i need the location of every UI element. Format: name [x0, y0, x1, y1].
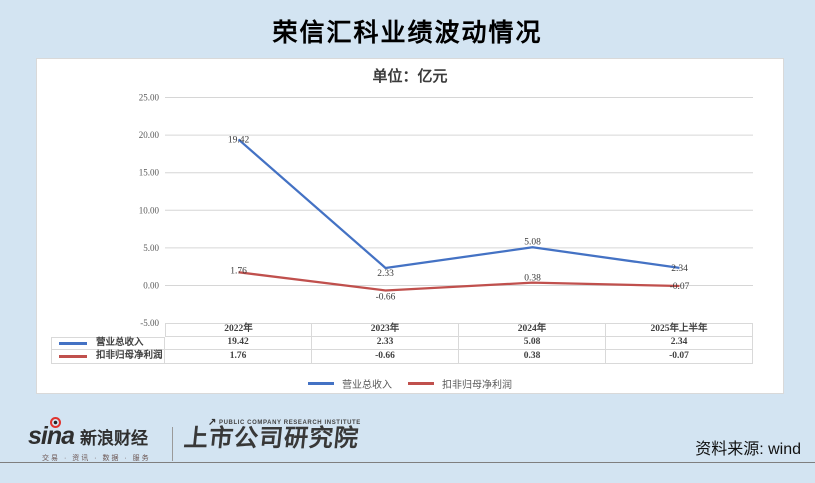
- data-label: 19.42: [228, 135, 250, 145]
- table-value-cell: -0.07: [606, 350, 753, 364]
- series-line-icon: [59, 342, 87, 345]
- legend-item: 营业总收入: [308, 376, 392, 391]
- table-value-cell: 2.34: [606, 336, 753, 350]
- chart-unit-label: 单位：亿元: [372, 69, 448, 85]
- table-row-label: 扣非归母净利润: [51, 350, 165, 364]
- table-value-cell: 5.08: [459, 336, 606, 350]
- plot-svg: 25.00 20.00 15.00 10.00 5.00 0.00 -5.00 19.42 2.…: [139, 93, 753, 328]
- sina-wordmark: sina: [28, 417, 75, 450]
- data-label: 0.38: [524, 274, 541, 284]
- footer-divider: [172, 427, 173, 461]
- data-label: 2.34: [671, 264, 688, 274]
- table-corner: [51, 323, 165, 337]
- data-label: 2.33: [377, 269, 394, 279]
- series-line-1: [238, 271, 680, 292]
- institute-caption: PUBLIC COMPANY RESEARCH INSTITUTE: [218, 420, 361, 426]
- sina-logo-row: sina 新浪财经: [28, 417, 151, 450]
- chart-container: 单位：亿元 25.00 20.00 15.00 10.00 5.00 0.00 -5.00 1…: [36, 58, 784, 394]
- table-header-cell: 2025年上半年: [606, 323, 753, 337]
- y-tick-label: 20.00: [139, 130, 160, 140]
- data-label: -0.66: [376, 292, 396, 302]
- series-name: 扣非归母净利润: [96, 350, 163, 361]
- legend-label: 扣非归母净利润: [442, 380, 512, 391]
- institute-caption-row: ↗ PUBLIC COMPANY RESEARCH INSTITUTE: [184, 417, 361, 428]
- y-tick-label: -5.00: [140, 318, 159, 328]
- arrow-up-right-icon: ↗: [208, 417, 217, 428]
- table-value-cell: 19.42: [165, 336, 312, 350]
- y-tick-label: 25.00: [139, 93, 160, 103]
- legend-item: 扣非归母净利润: [408, 376, 512, 391]
- footer-rule: [0, 462, 815, 463]
- data-table: 2022年 2023年 2024年 2025年上半年营业总收入 19.42 2.33 5.0…: [51, 323, 753, 364]
- y-tick-label: 10.00: [139, 205, 160, 215]
- series-line-icon: [59, 355, 87, 358]
- sina-logo: sina 新浪财经 交易 · 资讯 · 数据 · 服务: [28, 417, 151, 463]
- data-label: -0.07: [670, 282, 690, 292]
- sina-eye-icon: [50, 417, 62, 428]
- series-line-0: [237, 138, 680, 270]
- y-tick-label: 0.00: [143, 281, 159, 291]
- table-header-cell: 2023年: [312, 323, 459, 337]
- y-tick-label: 15.00: [139, 168, 160, 178]
- table-header-cell: 2022年: [165, 323, 312, 337]
- table-value-cell: 1.76: [165, 350, 312, 364]
- institute-name: 上市公司研究院: [182, 425, 361, 452]
- table-value-cell: -0.66: [312, 350, 459, 364]
- institute-logo: ↗ PUBLIC COMPANY RESEARCH INSTITUTE 上市公司…: [182, 417, 361, 453]
- y-tick-label: 5.00: [143, 243, 159, 253]
- page-title: 荣信汇科业绩波动情况: [272, 19, 543, 47]
- chart-legend: 营业总收入 扣非归母净利润: [37, 376, 783, 391]
- table-value-cell: 0.38: [459, 350, 606, 364]
- data-label: 1.76: [230, 266, 247, 276]
- legend-line-icon: [308, 382, 334, 385]
- data-source: 资料来源: wind: [695, 441, 801, 458]
- legend-line-icon: [408, 382, 434, 385]
- table-header-cell: 2024年: [459, 323, 606, 337]
- sina-tagline: 交易 · 资讯 · 数据 · 服务: [42, 455, 151, 462]
- data-label: 5.08: [524, 237, 541, 247]
- legend-label: 营业总收入: [342, 380, 392, 391]
- table-value-cell: 2.33: [312, 336, 459, 350]
- table-row-label: 营业总收入: [51, 336, 165, 350]
- series-name: 营业总收入: [96, 337, 144, 348]
- sina-wordmark-text: sina: [28, 422, 75, 450]
- sina-finance-name: 新浪财经: [80, 429, 149, 448]
